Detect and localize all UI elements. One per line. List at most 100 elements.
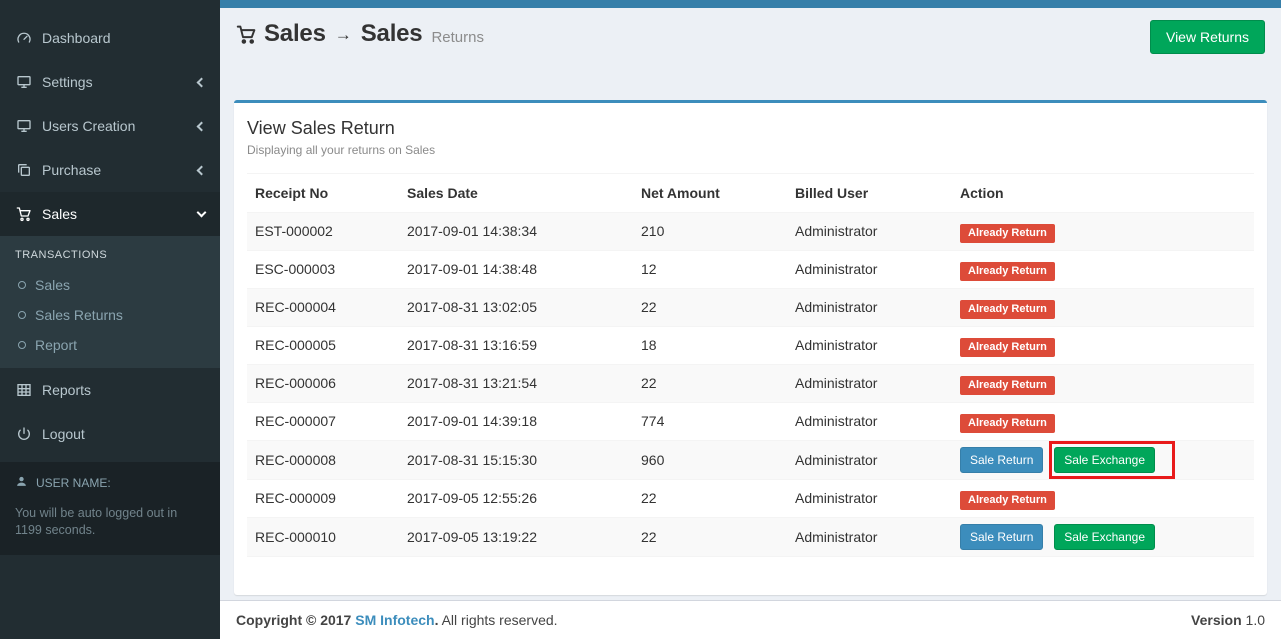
company-link[interactable]: SM Infotech (355, 612, 435, 628)
sidebar-item-sales[interactable]: Sales (0, 192, 220, 236)
rights-text: All rights reserved. (441, 612, 558, 628)
sidebar-item-purchase[interactable]: Purchase (0, 148, 220, 192)
action-cell: Sale Return Sale Exchange (952, 440, 1254, 480)
billed-user-cell: Administrator (787, 440, 952, 480)
sidebar-item-label: Purchase (42, 162, 102, 178)
sales-return-panel: View Sales Return Displaying all your re… (234, 100, 1267, 595)
copy-icon (15, 162, 32, 179)
view-returns-button[interactable]: View Returns (1149, 20, 1265, 54)
user-name-row: USER NAME: (15, 475, 205, 491)
cart-icon (236, 24, 257, 45)
dashboard-icon (15, 30, 32, 47)
billed-user-cell: Administrator (787, 250, 952, 289)
col-header-receipt-no: Receipt No (247, 173, 399, 213)
table-row: REC-000005 2017-08-31 13:16:59 18 Admini… (247, 326, 1254, 365)
sidebar-subitem-label: Sales (35, 277, 71, 293)
net-amount-cell: 22 (633, 364, 787, 403)
table-row: REC-000004 2017-08-31 13:02:05 22 Admini… (247, 288, 1254, 327)
sidebar-item-users-creation[interactable]: Users Creation (0, 104, 220, 148)
billed-user-cell: Administrator (787, 517, 952, 557)
monitor-icon (15, 118, 32, 135)
copyright-text: Copyright © 2017 SM Infotech. All rights… (236, 612, 558, 628)
net-amount-cell: 22 (633, 517, 787, 557)
action-cell: Already Return (952, 364, 1254, 403)
monitor-icon (15, 74, 32, 91)
table-row: REC-000006 2017-08-31 13:21:54 22 Admini… (247, 364, 1254, 403)
user-name-label: USER NAME: (36, 476, 111, 490)
version-label: Version (1191, 612, 1242, 628)
net-amount-cell: 12 (633, 250, 787, 289)
sidebar-subitem-sales-returns[interactable]: Sales Returns (0, 300, 220, 330)
sidebar-subitem-label: Sales Returns (35, 307, 123, 323)
sidebar: Dashboard Settings Users Creation Purcha… (0, 0, 220, 639)
already-return-badge: Already Return (960, 300, 1055, 319)
chevron-left-icon (196, 121, 207, 131)
sales-date-cell: 2017-09-05 13:19:22 (399, 517, 633, 557)
billed-user-cell: Administrator (787, 212, 952, 251)
col-header-billed-user: Billed User (787, 173, 952, 213)
billed-user-cell: Administrator (787, 326, 952, 365)
receipt-no-cell: REC-000008 (247, 440, 399, 480)
sidebar-subitem-sales[interactable]: Sales (0, 270, 220, 300)
arrow-right-icon: → (334, 25, 352, 44)
sidebar-subitem-report[interactable]: Report (0, 330, 220, 360)
page-title: Sales (360, 20, 423, 47)
footer: Copyright © 2017 SM Infotech. All rights… (220, 600, 1281, 639)
main-content: Sales → Sales Returns View Returns View … (220, 8, 1281, 595)
page-subtitle: Returns (431, 28, 484, 46)
action-cell: Sale Return Sale Exchange (952, 517, 1254, 557)
receipt-no-cell: REC-000006 (247, 364, 399, 403)
net-amount-cell: 18 (633, 326, 787, 365)
chevron-left-icon (196, 165, 207, 175)
sidebar-item-dashboard[interactable]: Dashboard (0, 16, 220, 60)
billed-user-cell: Administrator (787, 288, 952, 327)
billed-user-cell: Administrator (787, 402, 952, 441)
sale-return-button[interactable]: Sale Return (960, 524, 1044, 550)
auto-logout-notice: You will be auto logged out in 1199 seco… (15, 506, 178, 537)
top-navbar (220, 0, 1281, 8)
action-cell: Already Return (952, 250, 1254, 289)
panel-title: View Sales Return (247, 118, 395, 138)
net-amount-cell: 960 (633, 440, 787, 480)
receipt-no-cell: REC-000005 (247, 326, 399, 365)
sale-return-button[interactable]: Sale Return (960, 447, 1044, 473)
col-header-net-amount: Net Amount (633, 173, 787, 213)
sales-date-cell: 2017-09-01 14:39:18 (399, 402, 633, 441)
table-row: REC-000007 2017-09-01 14:39:18 774 Admin… (247, 402, 1254, 441)
cart-icon (15, 206, 32, 223)
table-row: REC-000008 2017-08-31 15:15:30 960 Admin… (247, 440, 1254, 480)
sidebar-item-logout[interactable]: Logout (0, 412, 220, 456)
action-cell: Already Return (952, 288, 1254, 327)
sales-returns-table: Receipt No Sales Date Net Amount Billed … (247, 173, 1254, 557)
action-cell: Already Return (952, 212, 1254, 251)
sidebar-item-label: Reports (42, 382, 92, 398)
action-cell: Already Return (952, 326, 1254, 365)
version-value: 1.0 (1245, 612, 1265, 628)
sidebar-item-reports[interactable]: Reports (0, 368, 220, 412)
net-amount-cell: 22 (633, 288, 787, 327)
sales-date-cell: 2017-09-05 12:55:26 (399, 479, 633, 518)
sidebar-item-label: Users Creation (42, 118, 136, 134)
panel-subtitle: Displaying all your returns on Sales (247, 143, 436, 157)
table-row: ESC-000003 2017-09-01 14:38:48 12 Admini… (247, 250, 1254, 289)
version-text: Version 1.0 (1191, 612, 1265, 628)
sidebar-item-settings[interactable]: Settings (0, 60, 220, 104)
already-return-badge: Already Return (960, 224, 1055, 243)
copyright-label: Copyright © 2017 (236, 612, 352, 628)
sidebar-item-label: Dashboard (42, 30, 111, 46)
table-row: REC-000009 2017-09-05 12:55:26 22 Admini… (247, 479, 1254, 518)
sidebar-menu: Dashboard Settings Users Creation Purcha… (0, 0, 220, 456)
sale-exchange-button[interactable]: Sale Exchange (1054, 524, 1155, 550)
receipt-no-cell: ESC-000003 (247, 250, 399, 289)
circle-icon (18, 311, 26, 319)
net-amount-cell: 774 (633, 402, 787, 441)
sidebar-item-label: Settings (42, 74, 93, 90)
table-row: REC-000010 2017-09-05 13:19:22 22 Admini… (247, 517, 1254, 557)
sale-exchange-button[interactable]: Sale Exchange (1054, 447, 1155, 473)
sales-submenu: TRANSACTIONS Sales Sales Returns Report (0, 236, 220, 368)
receipt-no-cell: REC-000007 (247, 402, 399, 441)
receipt-no-cell: REC-000010 (247, 517, 399, 557)
billed-user-cell: Administrator (787, 364, 952, 403)
circle-icon (18, 341, 26, 349)
sales-date-cell: 2017-09-01 14:38:48 (399, 250, 633, 289)
